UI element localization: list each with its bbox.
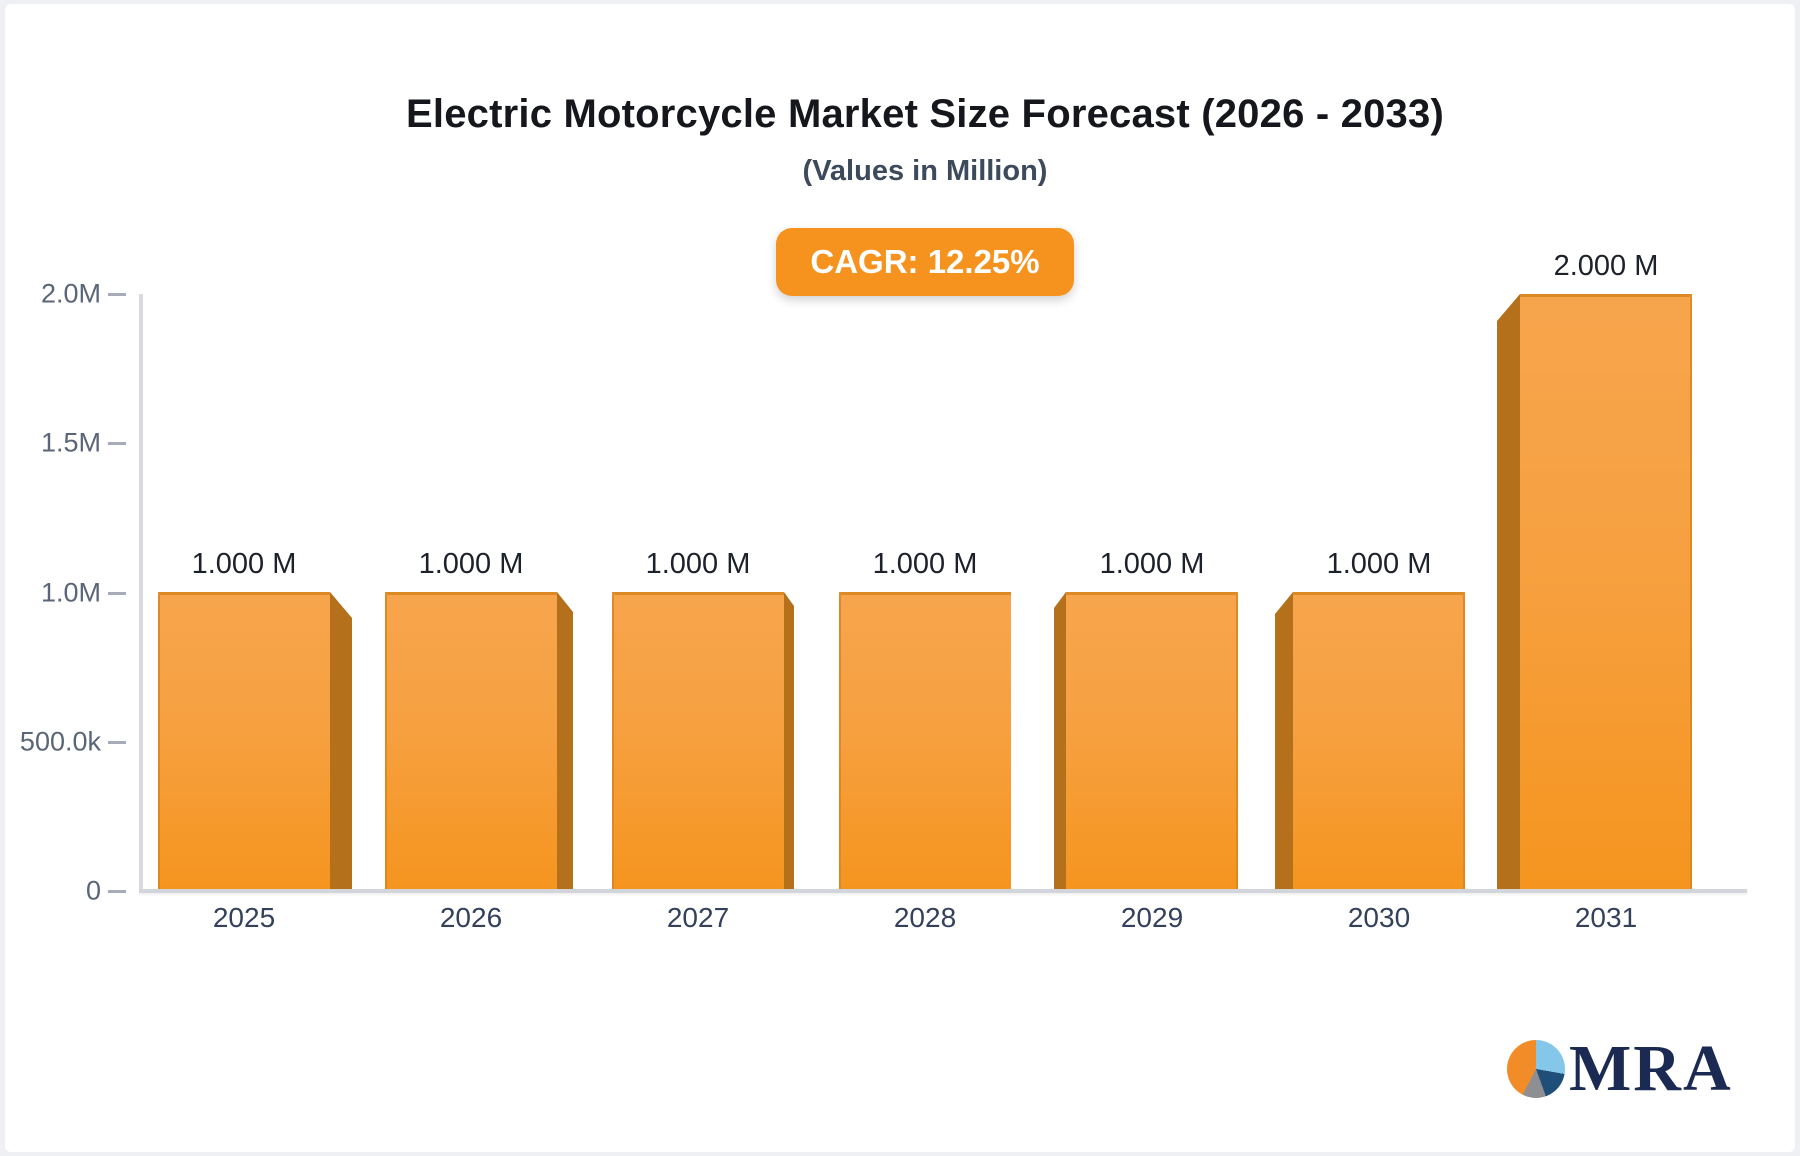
bar-value-label: 2.000 M xyxy=(1553,250,1659,282)
bar-side-3d-2031 xyxy=(1497,294,1520,891)
bar-side-3d-2027 xyxy=(784,592,794,891)
x-axis-label-2027: 2027 xyxy=(666,902,730,933)
x-axis-label-2030: 2030 xyxy=(1347,902,1411,933)
bar-2025 xyxy=(158,592,330,891)
bar-chart: 2.0M 1.5M 1.0M 500.0k 0 1.000 M 1.000 M 1.000 … xyxy=(5,4,1795,1152)
page-subtitle: (Values in Million) xyxy=(802,155,1048,187)
bar-2031 xyxy=(1520,294,1692,891)
y-tick-mark xyxy=(108,890,126,893)
bar-value-label: 1.000 M xyxy=(418,548,524,580)
bar-value-label: 1.000 M xyxy=(1326,548,1432,580)
y-axis-line xyxy=(139,294,143,893)
x-axis-line xyxy=(139,889,1747,893)
y-tick-label: 1.0M xyxy=(40,577,101,608)
x-axis-label-2025: 2025 xyxy=(212,902,276,933)
y-tick-mark xyxy=(108,293,126,296)
x-axis-label-2026: 2026 xyxy=(439,902,503,933)
page-title: Electric Motorcycle Market Size Forecast… xyxy=(406,92,1444,136)
y-tick-mark xyxy=(108,741,126,744)
logo-text: MRA xyxy=(1569,1032,1733,1105)
bar-side-3d-2029 xyxy=(1054,592,1066,891)
x-axis-label-2028: 2028 xyxy=(893,902,957,933)
y-tick-mark xyxy=(108,442,126,445)
bar-2026 xyxy=(385,592,557,891)
bar-value-label: 1.000 M xyxy=(191,548,297,580)
logo-pie-icon xyxy=(1507,1040,1565,1098)
y-tick-label: 500.0k xyxy=(19,726,101,757)
chart-card: Electric Motorcycle Market Size Forecast… xyxy=(5,4,1795,1152)
bar-value-label: 1.000 M xyxy=(1099,548,1205,580)
y-tick-label: 0 xyxy=(85,875,101,906)
bar-2030 xyxy=(1293,592,1465,891)
y-tick-mark xyxy=(108,592,126,595)
bar-value-label: 1.000 M xyxy=(645,548,751,580)
bar-side-3d-2030 xyxy=(1275,592,1293,891)
cagr-badge: CAGR: 12.25% xyxy=(776,228,1074,296)
x-axis-label-2031: 2031 xyxy=(1574,902,1638,933)
y-tick-label: 2.0M xyxy=(40,278,101,309)
chart-header: Electric Motorcycle Market Size Forecast… xyxy=(5,4,1795,296)
bar-2027 xyxy=(612,592,784,891)
bar-2029 xyxy=(1066,592,1238,891)
y-tick-label: 1.5M xyxy=(40,427,101,458)
x-axis-label-2029: 2029 xyxy=(1120,902,1184,933)
bar-2028 xyxy=(839,592,1011,891)
brand-logo: MRA xyxy=(1507,1036,1733,1102)
bar-side-3d-2026 xyxy=(557,592,573,891)
bar-side-3d-2025 xyxy=(330,592,352,891)
bar-value-label: 1.000 M xyxy=(872,548,978,580)
